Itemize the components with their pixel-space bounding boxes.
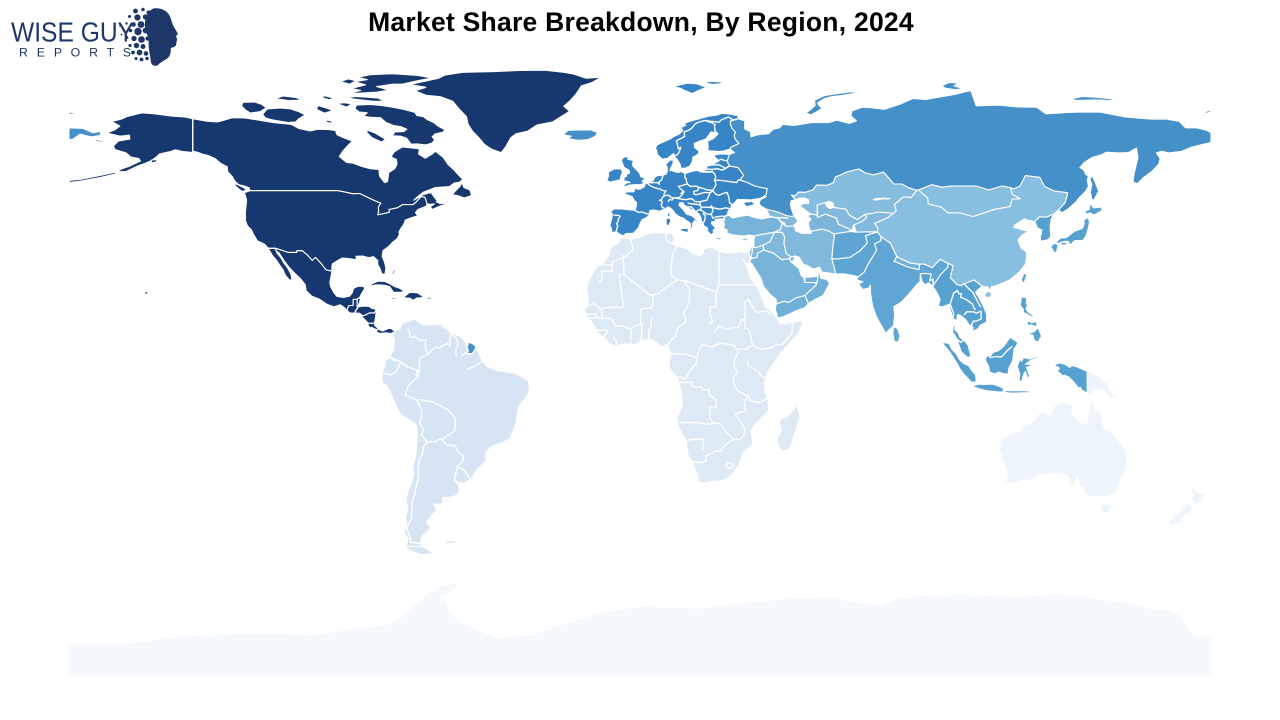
svg-text:R E P O R T S: R E P O R T S [19,46,131,60]
svg-text:WISE GUY: WISE GUY [11,17,134,48]
svg-text:Market Share Breakdown, By Reg: Market Share Breakdown, By Region, 2024 [368,7,914,37]
